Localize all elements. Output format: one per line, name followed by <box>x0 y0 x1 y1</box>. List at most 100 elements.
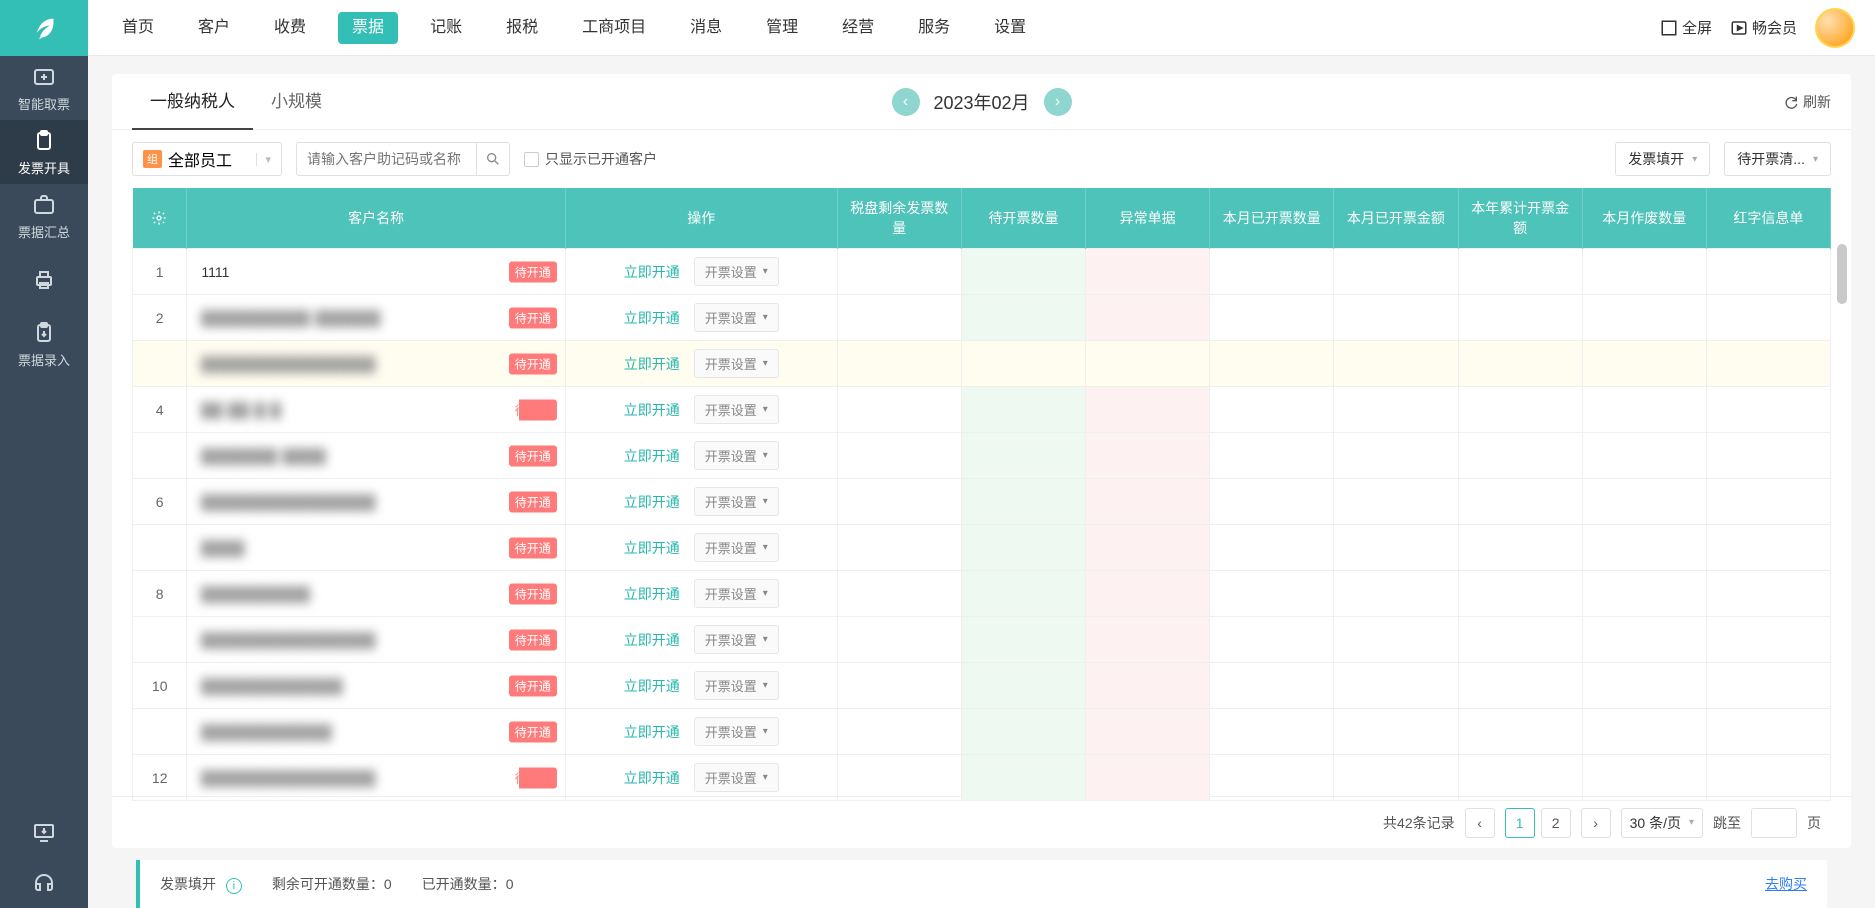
open-link[interactable]: 立即开通 <box>624 308 680 328</box>
topnav-item-9[interactable]: 经营 <box>820 0 896 56</box>
tab-1[interactable]: 小规模 <box>253 74 340 130</box>
customer-name-cell: ████████████████待开通 <box>187 617 565 663</box>
prev-month-button[interactable]: ‹ <box>891 88 919 116</box>
avatar[interactable] <box>1815 8 1855 48</box>
invoice-setting-dropdown[interactable]: 开票设置 ▾ <box>694 257 779 286</box>
topnav-item-2[interactable]: 收费 <box>252 0 328 56</box>
table-row[interactable]: 2██████████ ██████待开通立即开通开票设置 ▾ <box>133 295 1831 341</box>
sidebar-item-0[interactable]: 智能取票 <box>0 56 88 120</box>
topnav-item-1[interactable]: 客户 <box>176 0 252 56</box>
refresh-button[interactable]: 刷新 <box>1783 92 1831 112</box>
table-row[interactable]: 10█████████████待开通立即开通开票设置 ▾ <box>133 663 1831 709</box>
fullscreen-button[interactable]: 全屏 <box>1660 17 1712 38</box>
info-icon[interactable]: i <box>226 878 242 894</box>
play-box-icon <box>1730 19 1748 37</box>
topnav-item-8[interactable]: 管理 <box>744 0 820 56</box>
buy-link[interactable]: 去购买 <box>1765 874 1807 894</box>
page-size-select[interactable]: 30 条/页 ▾ <box>1621 808 1703 838</box>
topnav-item-0[interactable]: 首页 <box>100 0 176 56</box>
open-link[interactable]: 立即开通 <box>624 400 680 420</box>
topnav-item-5[interactable]: 报税 <box>484 0 560 56</box>
data-cell <box>1582 341 1706 387</box>
table-row[interactable]: ████████████████待开通立即开通开票设置 ▾ <box>133 341 1831 387</box>
sidebar-download-button[interactable] <box>0 808 88 858</box>
logo[interactable] <box>0 0 88 56</box>
sidebar-item-3[interactable] <box>0 248 88 312</box>
invoice-setting-dropdown[interactable]: 开票设置 ▾ <box>694 395 779 424</box>
invoice-fill-dropdown[interactable]: 发票填开 ▾ <box>1615 142 1710 176</box>
topnav-item-3[interactable]: 票据 <box>338 12 398 44</box>
gear-icon[interactable] <box>151 210 167 226</box>
sidebar-support-button[interactable] <box>0 858 88 908</box>
customer-name-cell: ████████████████待开通 <box>187 479 565 525</box>
topnav-item-11[interactable]: 设置 <box>972 0 1048 56</box>
open-link[interactable]: 立即开通 <box>624 446 680 466</box>
sidebar-item-4[interactable]: 票据录入 <box>0 312 88 376</box>
employee-tag: 组 <box>143 150 162 168</box>
data-cell <box>1706 249 1830 295</box>
table-row[interactable]: 4██ ██ █ █待开通立即开通开票设置 ▾ <box>133 387 1831 433</box>
invoice-setting-dropdown[interactable]: 开票设置 ▾ <box>694 533 779 562</box>
open-link[interactable]: 立即开通 <box>624 538 680 558</box>
invoice-setting-dropdown[interactable]: 开票设置 ▾ <box>694 671 779 700</box>
topnav-item-6[interactable]: 工商项目 <box>560 0 668 56</box>
table-row[interactable]: 6████████████████待开通立即开通开票设置 ▾ <box>133 479 1831 525</box>
page-button-1[interactable]: 1 <box>1505 808 1535 838</box>
open-link[interactable]: 立即开通 <box>624 722 680 742</box>
jump-page-input[interactable] <box>1751 808 1797 838</box>
table-row[interactable]: ████████████████待开通 立即开通开票设置 ▾ <box>133 617 1831 663</box>
data-cell <box>1706 755 1830 801</box>
search-input[interactable] <box>296 142 476 176</box>
topnav-item-10[interactable]: 服务 <box>896 0 972 56</box>
search-button[interactable] <box>476 142 510 176</box>
data-cell <box>1458 663 1582 709</box>
open-link[interactable]: 立即开通 <box>624 630 680 650</box>
open-link[interactable]: 立即开通 <box>624 676 680 696</box>
pending-list-dropdown[interactable]: 待开票清... ▾ <box>1724 142 1831 176</box>
data-cell <box>1086 249 1210 295</box>
invoice-setting-dropdown[interactable]: 开票设置 ▾ <box>694 349 779 378</box>
invoice-setting-dropdown[interactable]: 开票设置 ▾ <box>694 579 779 608</box>
invoice-setting-dropdown[interactable]: 开票设置 ▾ <box>694 303 779 332</box>
only-opened-checkbox[interactable]: 只显示已开通客户 <box>524 149 657 169</box>
scrollbar-thumb[interactable] <box>1837 244 1847 304</box>
member-button[interactable]: 畅会员 <box>1730 17 1797 38</box>
table-row[interactable]: 12████████████████待开通立即开通开票设置 ▾ <box>133 755 1831 801</box>
table-row[interactable]: 8██████████待开通立即开通开票设置 ▾ <box>133 571 1831 617</box>
next-page-button[interactable]: › <box>1581 808 1611 838</box>
data-cell <box>961 479 1085 525</box>
sidebar-item-2[interactable]: 票据汇总 <box>0 184 88 248</box>
topnav-item-4[interactable]: 记账 <box>408 0 484 56</box>
table-row[interactable]: ███████ ████待开通立即开通开票设置 ▾ <box>133 433 1831 479</box>
table-row[interactable]: ████████████待开通立即开通开票设置 ▾ <box>133 709 1831 755</box>
employee-select[interactable]: 组 全部员工 ▾ <box>132 142 282 176</box>
open-link[interactable]: 立即开通 <box>624 354 680 374</box>
open-link[interactable]: 立即开通 <box>624 492 680 512</box>
table-row[interactable]: ████待开通立即开通开票设置 ▾ <box>133 525 1831 571</box>
invoice-setting-dropdown[interactable]: 开票设置 ▾ <box>694 717 779 746</box>
table-row[interactable]: 11111待开通立即开通开票设置 ▾ <box>133 249 1831 295</box>
status-badge: 待开通 <box>509 537 557 558</box>
page-button-2[interactable]: 2 <box>1541 808 1571 838</box>
open-link[interactable]: 立即开通 <box>624 768 680 788</box>
sidebar-item-1[interactable]: 发票开具 <box>0 120 88 184</box>
prev-page-button[interactable]: ‹ <box>1465 808 1495 838</box>
open-link[interactable]: 立即开通 <box>624 262 680 282</box>
data-cell <box>1706 525 1830 571</box>
topnav-item-7[interactable]: 消息 <box>668 0 744 56</box>
invoice-setting-dropdown[interactable]: 开票设置 ▾ <box>694 625 779 654</box>
employee-select-label: 全部员工 <box>168 147 232 171</box>
status-badge: 待开通 <box>509 261 557 282</box>
tab-0[interactable]: 一般纳税人 <box>132 74 253 130</box>
table-header-row: 客户名称操作税盘剩余发票数量待开票数量异常单据本月已开票数量本月已开票金额本年累… <box>133 188 1831 249</box>
invoice-setting-dropdown[interactable]: 开票设置 ▾ <box>694 487 779 516</box>
sidebar-spacer <box>0 376 88 808</box>
col-header-6: 本月已开票数量 <box>1210 188 1334 249</box>
footer-bar: 发票填开 i 剩余可开通数量：0 已开通数量：0 去购买 <box>136 860 1827 908</box>
invoice-setting-dropdown[interactable]: 开票设置 ▾ <box>694 441 779 470</box>
status-badge: 待开通 <box>509 445 557 466</box>
open-link[interactable]: 立即开通 <box>624 584 680 604</box>
invoice-setting-dropdown[interactable]: 开票设置 ▾ <box>694 763 779 792</box>
scrollbar[interactable] <box>1835 188 1847 796</box>
next-month-button[interactable]: › <box>1044 88 1072 116</box>
